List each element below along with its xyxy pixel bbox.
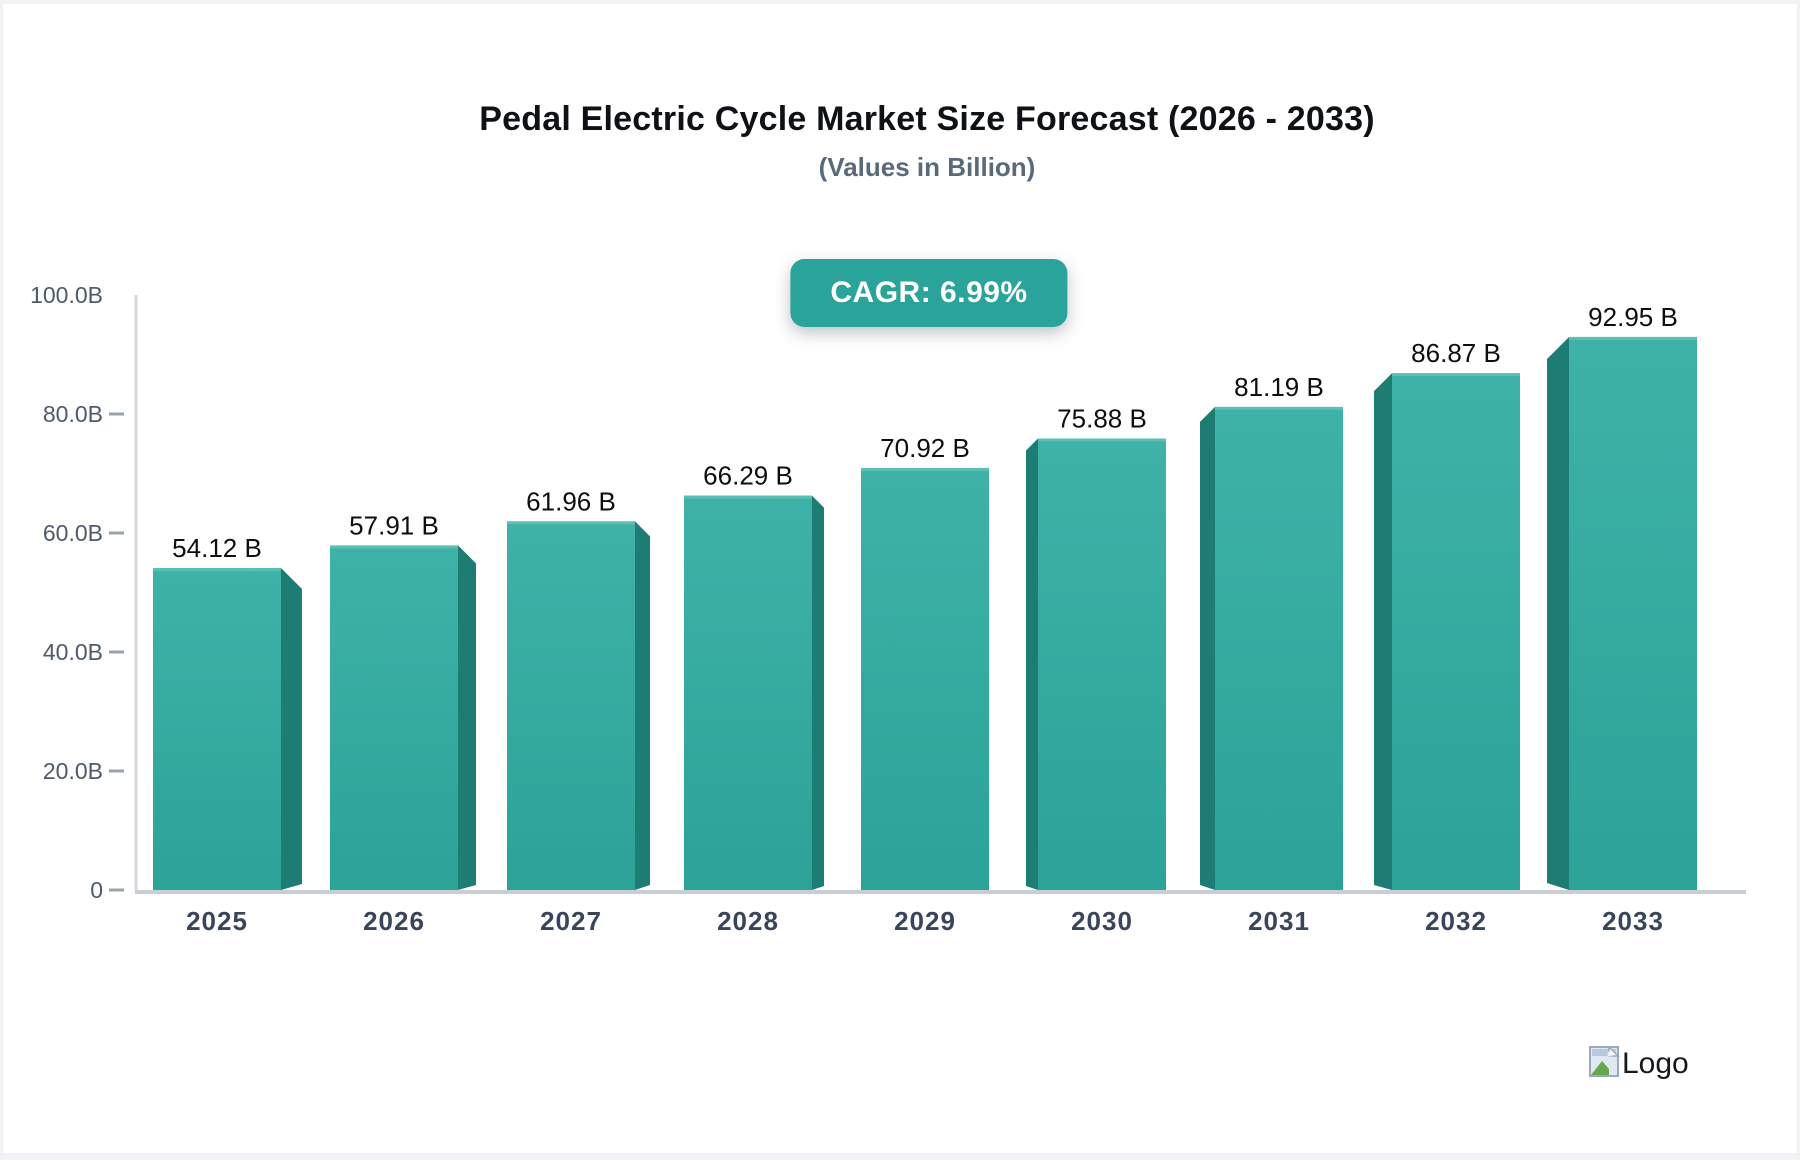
x-axis-label-2028: 2028 <box>717 906 779 936</box>
bar-value-label: 70.92 B <box>880 433 970 463</box>
bar-side-face <box>1026 438 1038 890</box>
bar-top-highlight <box>330 545 458 549</box>
broken-image-icon <box>1589 1046 1620 1077</box>
bar-top-highlight <box>684 495 812 499</box>
bar-2029[interactable] <box>861 468 989 890</box>
bar-side-face <box>635 521 650 890</box>
axis-layer: 0 20.0B 40.0B 60.0B 80.0B 100.0B <box>30 282 1746 903</box>
bar-group-2026: 57.91 B 2026 <box>330 510 476 936</box>
y-axis-label: 80.0B <box>43 401 103 427</box>
x-axis-label-2029: 2029 <box>894 906 956 936</box>
bar-2030[interactable] <box>1038 438 1166 890</box>
bar-side-face <box>1547 336 1569 890</box>
bar-chart-svg: 54.12 B 2025 57.91 B 2026 61.96 B 2027 66.29 B… <box>30 282 1746 936</box>
bar-group-2027: 61.96 B 2027 <box>507 486 650 936</box>
bar-group-2033: 92.95 B 2033 <box>1547 302 1697 936</box>
bar-value-label: 66.29 B <box>703 461 793 491</box>
bar-value-label: 92.95 B <box>1588 302 1678 332</box>
bar-group-2030: 75.88 B 2030 <box>1026 404 1166 936</box>
bar-group-2028: 66.29 B 2028 <box>684 461 824 936</box>
bar-2026[interactable] <box>330 545 458 890</box>
bar-top-highlight <box>1569 336 1697 340</box>
bar-side-face <box>812 495 824 890</box>
bar-2033[interactable] <box>1569 336 1697 890</box>
bar-group-2029: 70.92 B 2029 <box>861 433 989 936</box>
bar-2025[interactable] <box>153 567 281 890</box>
x-axis-label-2026: 2026 <box>363 906 425 936</box>
chart-subtitle: (Values in Billion) <box>818 152 1036 182</box>
bar-group-2025: 54.12 B 2025 <box>153 533 302 936</box>
bar-side-face <box>281 567 302 890</box>
bar-group-2031: 81.19 B 2031 <box>1200 372 1343 936</box>
chart-card: Pedal Electric Cycle Market Size Forecas… <box>3 4 1797 1153</box>
x-axis-label-2033: 2033 <box>1602 906 1664 936</box>
logo-alt-text: Logo <box>1622 1047 1689 1080</box>
x-axis-label-2031: 2031 <box>1248 906 1310 936</box>
bar-top-highlight <box>153 567 281 571</box>
bar-2032[interactable] <box>1392 373 1520 890</box>
bar-value-label: 61.96 B <box>526 486 616 516</box>
bar-2027[interactable] <box>507 521 635 890</box>
x-axis-label-2030: 2030 <box>1071 906 1133 936</box>
bar-value-label: 54.12 B <box>172 533 262 563</box>
y-axis-label: 40.0B <box>43 639 103 665</box>
bar-side-face <box>1374 373 1392 890</box>
bar-value-label: 57.91 B <box>349 510 439 540</box>
y-axis-label: 100.0B <box>30 282 103 308</box>
bar-side-face <box>458 545 476 890</box>
y-axis-label: 0 <box>90 877 103 903</box>
y-axis-label: 60.0B <box>43 520 103 546</box>
x-axis-label-2032: 2032 <box>1425 906 1487 936</box>
bar-2028[interactable] <box>684 495 812 890</box>
bar-top-highlight <box>861 468 989 472</box>
bar-value-label: 75.88 B <box>1057 404 1147 434</box>
bar-top-highlight <box>1392 373 1520 377</box>
bar-top-highlight <box>1215 406 1343 410</box>
chart-title: Pedal Electric Cycle Market Size Forecas… <box>479 100 1375 138</box>
x-axis-label-2025: 2025 <box>186 906 248 936</box>
y-axis-label: 20.0B <box>43 758 103 784</box>
bars-layer: 54.12 B 2025 57.91 B 2026 61.96 B 2027 66.29 B… <box>153 302 1697 936</box>
logo: Logo <box>1589 1046 1689 1082</box>
cagr-badge: CAGR: 6.99% <box>790 259 1068 327</box>
bar-group-2032: 86.87 B 2032 <box>1374 338 1520 936</box>
bar-value-label: 86.87 B <box>1411 338 1501 368</box>
bar-top-highlight <box>1038 438 1166 442</box>
bar-top-highlight <box>507 521 635 525</box>
bar-2031[interactable] <box>1215 406 1343 890</box>
bar-side-face <box>1200 406 1215 890</box>
x-axis-label-2027: 2027 <box>540 906 602 936</box>
bar-value-label: 81.19 B <box>1234 372 1324 402</box>
